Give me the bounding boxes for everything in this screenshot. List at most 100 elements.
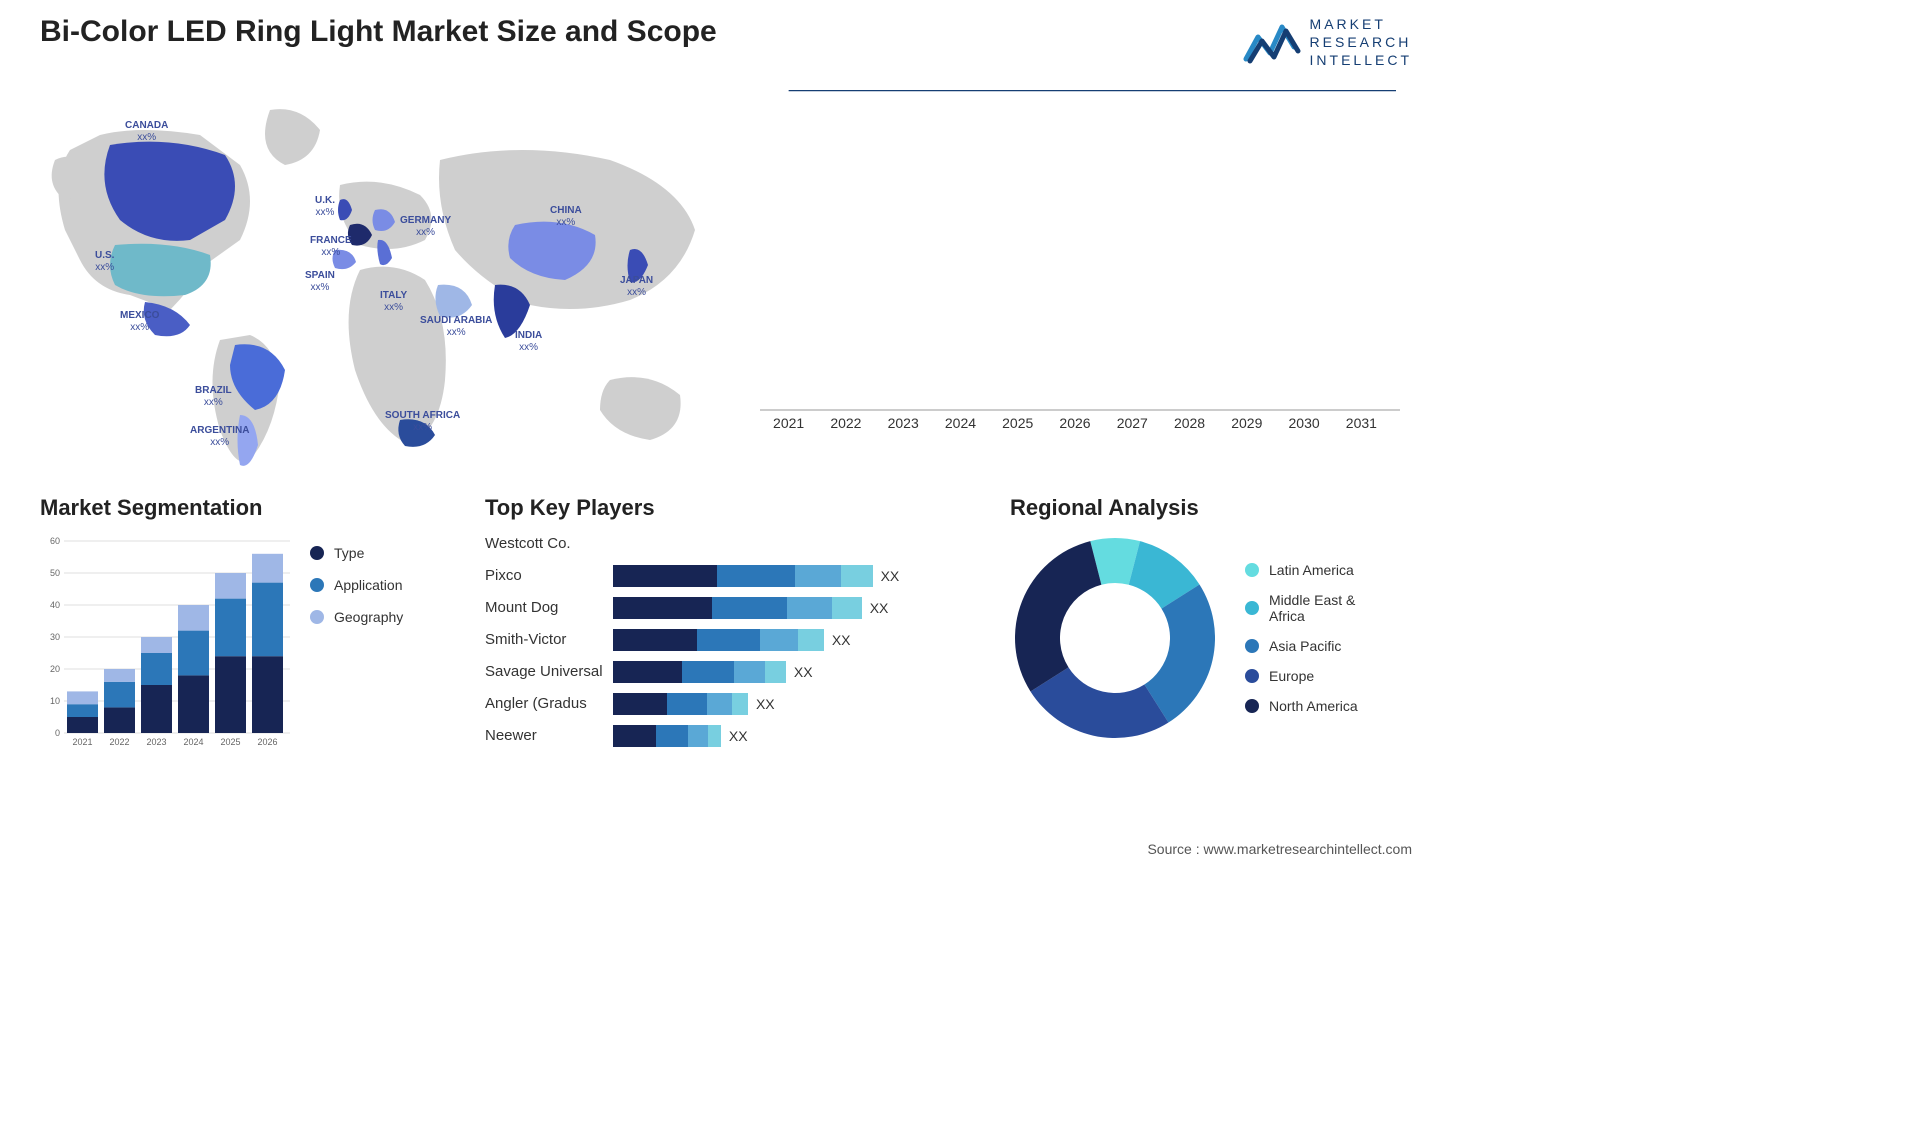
svg-text:2024: 2024 — [945, 415, 976, 431]
seg-chart-svg: 0102030405060202120222023202420252026 — [40, 533, 290, 753]
player-label: Smith-Victor — [485, 629, 603, 651]
brand-logo: MARKET RESEARCH INTELLECT — [1242, 15, 1412, 70]
svg-text:2023: 2023 — [888, 415, 919, 431]
svg-text:2026: 2026 — [257, 737, 277, 747]
player-label: Westcott Co. — [485, 533, 603, 555]
player-value: XX — [756, 696, 775, 712]
map-svg — [40, 90, 720, 480]
segmentation-title: Market Segmentation — [40, 495, 460, 521]
logo-line3: INTELLECT — [1310, 51, 1412, 69]
svg-text:0: 0 — [55, 728, 60, 738]
players-title: Top Key Players — [485, 495, 985, 521]
svg-text:20: 20 — [50, 664, 60, 674]
main-chart-svg: XX2021XX2022XX2023XX2024XX2025XX2026XX20… — [750, 90, 1400, 460]
player-label: Mount Dog — [485, 597, 603, 619]
logo-text: MARKET RESEARCH INTELLECT — [1310, 15, 1412, 70]
svg-text:10: 10 — [50, 696, 60, 706]
svg-text:2022: 2022 — [830, 415, 861, 431]
player-bar-row: XX — [613, 629, 985, 651]
legend-item: Latin America — [1245, 562, 1379, 578]
legend-label: Latin America — [1269, 562, 1354, 578]
segmentation-legend: Type Application Geography — [310, 533, 403, 753]
map-label: BRAZILxx% — [195, 385, 232, 409]
players-bars: XX XX XX XX XX XX — [613, 533, 985, 747]
source-attribution: Source : www.marketresearchintellect.com — [1147, 841, 1412, 857]
legend-item: Application — [310, 577, 403, 593]
legend-label: Europe — [1269, 668, 1314, 684]
logo-line1: MARKET — [1310, 15, 1412, 33]
player-bar-row: XX — [613, 693, 985, 715]
header: Bi-Color LED Ring Light Market Size and … — [0, 0, 1452, 80]
players-labels: Westcott Co. Pixco Mount Dog Smith-Victor Sa… — [485, 533, 603, 747]
legend-label: Application — [334, 577, 403, 593]
segmentation-panel: Market Segmentation 01020304050602021202… — [40, 495, 460, 753]
regional-legend: Latin America Middle East & Africa Asia Pa… — [1245, 562, 1379, 714]
map-label: CANADAxx% — [125, 120, 168, 144]
player-label: Neewer — [485, 725, 603, 747]
legend-item: Europe — [1245, 668, 1379, 684]
donut-chart — [1010, 533, 1220, 743]
players-panel: Top Key Players Westcott Co. Pixco Mount D… — [485, 495, 985, 753]
regional-panel: Regional Analysis Latin AmericaMiddle Ea… — [1010, 495, 1412, 753]
map-label: ITALYxx% — [380, 290, 407, 314]
page-title: Bi-Color LED Ring Light Market Size and … — [40, 15, 717, 49]
map-label: U.S.xx% — [95, 250, 114, 274]
player-value: XX — [881, 568, 900, 584]
legend-label: Middle East & Africa — [1269, 592, 1379, 624]
player-bar-row — [613, 533, 985, 555]
legend-dot-icon — [1245, 563, 1259, 577]
svg-text:2029: 2029 — [1231, 415, 1262, 431]
legend-item: Type — [310, 545, 403, 561]
top-row: CANADAxx% U.S.xx% MEXICOxx% BRAZILxx% ARGENT… — [0, 80, 1452, 490]
player-value: XX — [794, 664, 813, 680]
map-label: FRANCExx% — [310, 235, 352, 259]
map-label: SAUDI ARABIAxx% — [420, 315, 492, 339]
world-map: CANADAxx% U.S.xx% MEXICOxx% BRAZILxx% ARGENT… — [40, 90, 720, 480]
map-label: JAPANxx% — [620, 275, 653, 299]
map-label: MEXICOxx% — [120, 310, 159, 334]
player-label: Angler (Gradus — [485, 693, 603, 715]
player-bar-row: XX — [613, 661, 985, 683]
map-label: INDIAxx% — [515, 330, 542, 354]
player-bar-row: XX — [613, 597, 985, 619]
svg-text:2028: 2028 — [1174, 415, 1205, 431]
legend-item: Middle East & Africa — [1245, 592, 1379, 624]
legend-dot-icon — [1245, 601, 1259, 615]
logo-line2: RESEARCH — [1310, 33, 1412, 51]
player-bar-row: XX — [613, 565, 985, 587]
svg-text:2023: 2023 — [146, 737, 166, 747]
legend-item: Asia Pacific — [1245, 638, 1379, 654]
svg-text:2024: 2024 — [183, 737, 203, 747]
player-label: Pixco — [485, 565, 603, 587]
donut-svg — [1010, 533, 1220, 743]
player-bar-row: XX — [613, 725, 985, 747]
main-growth-chart: XX2021XX2022XX2023XX2024XX2025XX2026XX20… — [750, 90, 1412, 480]
player-label: Savage Universal — [485, 661, 603, 683]
map-label: SPAINxx% — [305, 270, 335, 294]
legend-label: North America — [1269, 698, 1358, 714]
legend-item: North America — [1245, 698, 1379, 714]
legend-dot-icon — [1245, 669, 1259, 683]
map-label: CHINAxx% — [550, 205, 582, 229]
svg-text:50: 50 — [50, 568, 60, 578]
player-value: XX — [870, 600, 889, 616]
legend-dot-icon — [310, 546, 324, 560]
segmentation-chart: 0102030405060202120222023202420252026 — [40, 533, 290, 753]
legend-dot-icon — [310, 610, 324, 624]
map-label: U.K.xx% — [315, 195, 335, 219]
svg-text:2030: 2030 — [1289, 415, 1320, 431]
svg-text:2022: 2022 — [109, 737, 129, 747]
player-value: XX — [729, 728, 748, 744]
svg-text:2025: 2025 — [1002, 415, 1033, 431]
map-label: ARGENTINAxx% — [190, 425, 249, 449]
map-label: GERMANYxx% — [400, 215, 451, 239]
legend-dot-icon — [310, 578, 324, 592]
svg-text:40: 40 — [50, 600, 60, 610]
svg-text:30: 30 — [50, 632, 60, 642]
svg-text:60: 60 — [50, 536, 60, 546]
player-value: XX — [832, 632, 851, 648]
legend-label: Type — [334, 545, 364, 561]
legend-dot-icon — [1245, 699, 1259, 713]
legend-item: Geography — [310, 609, 403, 625]
legend-label: Geography — [334, 609, 403, 625]
